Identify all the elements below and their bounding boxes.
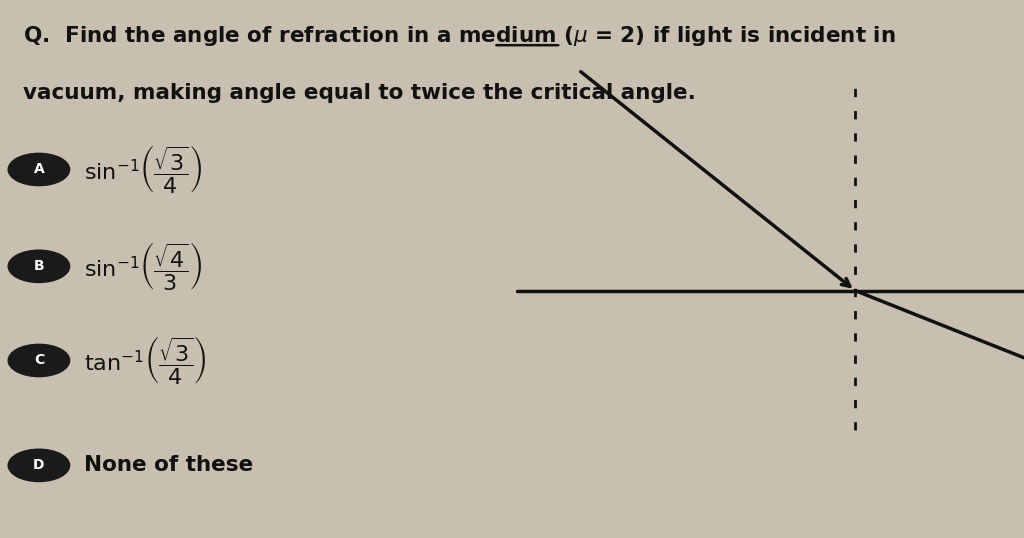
- Circle shape: [8, 153, 70, 186]
- Text: Q.  Find the angle of refraction in a medium ($\mu$ = 2) if light is incident in: Q. Find the angle of refraction in a med…: [23, 24, 895, 48]
- Text: None of these: None of these: [84, 455, 253, 476]
- Text: A: A: [34, 162, 44, 176]
- Text: C: C: [34, 353, 44, 367]
- Text: $\sin^{-1}\!\left(\dfrac{\sqrt{4}}{3}\right)$: $\sin^{-1}\!\left(\dfrac{\sqrt{4}}{3}\ri…: [84, 240, 202, 292]
- Circle shape: [8, 250, 70, 282]
- Text: B: B: [34, 259, 44, 273]
- Text: $\sin^{-1}\!\left(\dfrac{\sqrt{3}}{4}\right)$: $\sin^{-1}\!\left(\dfrac{\sqrt{3}}{4}\ri…: [84, 144, 202, 195]
- Text: vacuum, making angle equal to twice the critical angle.: vacuum, making angle equal to twice the …: [23, 83, 695, 103]
- Circle shape: [8, 344, 70, 377]
- Text: $\tan^{-1}\!\left(\dfrac{\sqrt{3}}{4}\right)$: $\tan^{-1}\!\left(\dfrac{\sqrt{3}}{4}\ri…: [84, 335, 207, 386]
- Circle shape: [8, 449, 70, 482]
- Text: D: D: [33, 458, 45, 472]
